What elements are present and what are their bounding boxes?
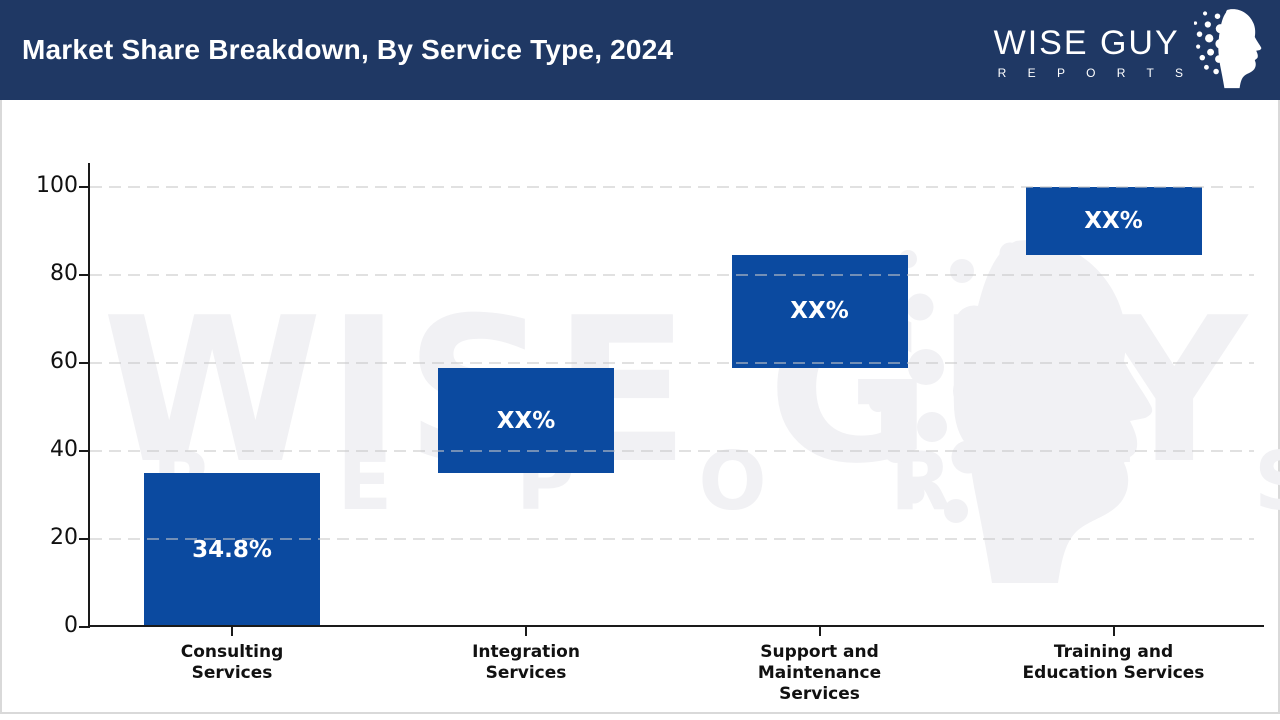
y-tick-100 [79,185,88,188]
y-tick-40 [79,449,88,452]
y-tick-0 [79,625,88,628]
gridline-80 [90,273,1254,276]
gridline-20 [90,537,1254,540]
y-tick-label-0: 0 [64,612,78,638]
y-tick-label-60: 60 [50,348,78,374]
x-category-label-line: Education Services [1022,663,1205,683]
x-tick-training-and-education-services [1112,627,1115,636]
x-category-label-line: Services [485,663,567,683]
watermark-head-icon [860,240,1153,583]
header: Market Share Breakdown, By Service Type,… [0,0,1280,100]
x-category-label-consulting-services: Consulting Services [82,642,382,684]
logo-subtext: R E P O R T S [997,66,1192,80]
x-category-label-line: Services [779,684,860,704]
y-axis-line [88,163,90,628]
chart-area: WISE GUY R E P O R T S 0 20 40 60 80 100 34.8%… [0,100,1280,714]
x-category-label-support-and-maintenance-services: Support and Maintenance Services [670,642,970,705]
x-category-label-line: Services [191,663,273,683]
y-tick-label-20: 20 [50,524,78,550]
y-tick-label-80: 80 [50,260,78,286]
x-tick-support-and-maintenance-services [818,627,821,636]
gridline-40 [90,449,1254,452]
x-axis-line [88,625,1264,627]
x-category-label-line: Integration [472,642,580,662]
y-tick-label-40: 40 [50,436,78,462]
x-category-label-line: Consulting [180,642,284,662]
x-category-label-line: Training and [1053,642,1174,662]
y-tick-label-100: 100 [36,172,78,198]
wise-guy-logo: WISE GUY R E P O R T S [994,0,1270,100]
gridline-60 [90,361,1254,364]
bar-integration-services [438,367,614,474]
y-tick-20 [79,537,88,540]
logo-wordmark: WISE GUY [993,24,1180,62]
bar-value-label-support-and-maintenance-services: XX% [790,298,849,325]
x-category-label-line: Maintenance [757,663,882,683]
logo-head-icon [1194,9,1262,89]
page-title: Market Share Breakdown, By Service Type,… [22,34,674,65]
x-tick-integration-services [525,627,527,636]
y-tick-80 [79,273,88,276]
bar-training-and-education-services [1025,186,1202,255]
x-tick-consulting-services [231,627,233,636]
bar-consulting-services [144,473,320,627]
x-category-label-integration-services: Integration Services [376,642,676,684]
bar-value-label-consulting-services: 34.8% [192,536,272,563]
x-category-label-line: Support and [760,642,879,662]
y-tick-60 [79,361,88,364]
logo-text: WISE GUY R E P O R T S [994,24,1192,80]
gridline-100 [90,185,1254,188]
bar-value-label-training-and-education-services: XX% [1084,207,1143,234]
bar-value-label-integration-services: XX% [496,407,556,434]
x-category-label-training-and-education-services: Training and Education Services [964,642,1264,684]
